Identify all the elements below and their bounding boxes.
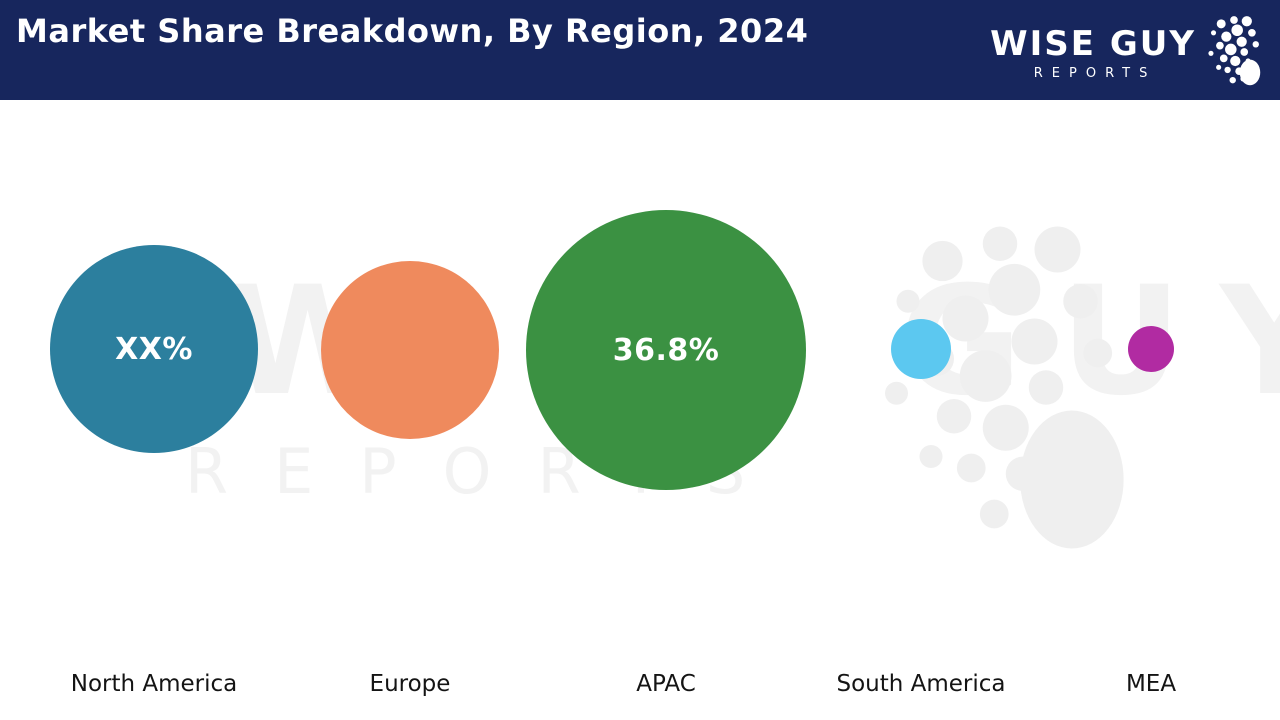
region-category-label: APAC: [636, 671, 696, 697]
region-category-label: North America: [70, 671, 238, 697]
region-bubble: 36.8%: [526, 210, 806, 490]
region-bubble: [321, 261, 499, 439]
region-bubble: [891, 319, 951, 379]
watermark-head-icon: [885, 226, 1124, 549]
brand-logo-text: WISE GUY REPORTS: [990, 24, 1196, 81]
page-title: Market Share Breakdown, By Region, 2024: [16, 12, 809, 50]
region-category-label: Europe: [369, 671, 451, 697]
region-bubble: XX%: [50, 245, 258, 453]
bubble-value-label: XX%: [115, 331, 193, 367]
brand-head-icon: [1208, 16, 1261, 86]
bubble-chart: XX% 36.8%: [0, 100, 1280, 720]
region-bubble: [1128, 326, 1174, 372]
brand-logo: WISE GUY REPORTS: [990, 6, 1266, 98]
brand-subtitle: REPORTS: [1033, 65, 1157, 81]
region-category-label: South America: [836, 671, 1006, 697]
bubble-value-label: 36.8%: [612, 332, 720, 368]
region-category-label: MEA: [1125, 671, 1177, 697]
header: Market Share Breakdown, By Region, 2024 …: [0, 0, 1280, 100]
brand-name: WISE GUY: [990, 23, 1196, 64]
